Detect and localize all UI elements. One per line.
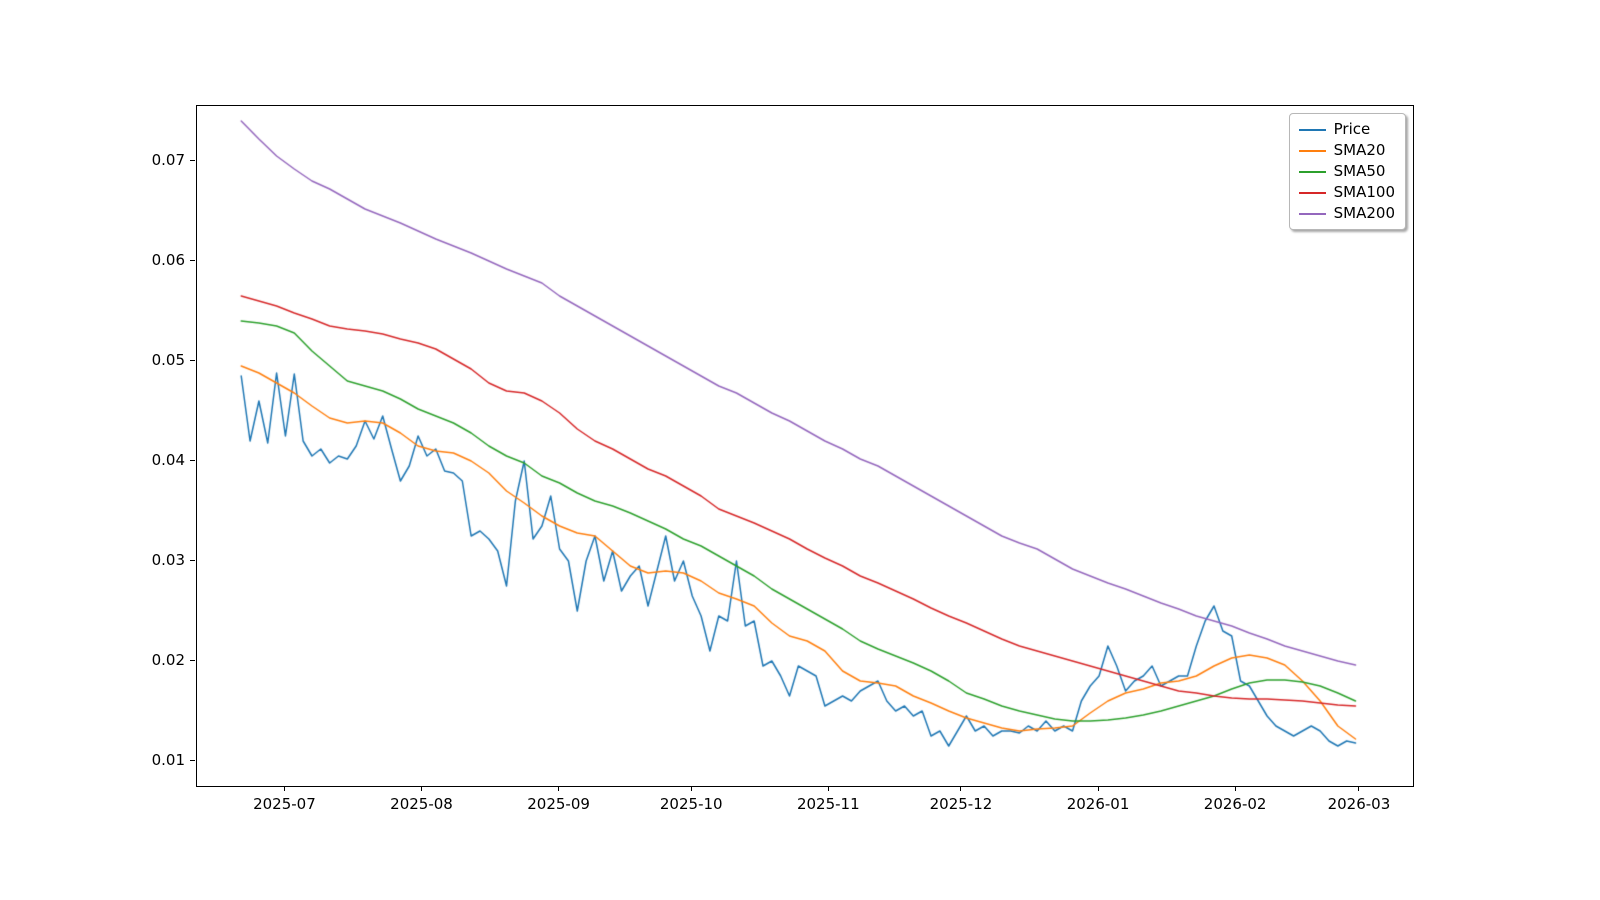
- legend-entry-price: Price: [1298, 119, 1395, 140]
- y-tick-mark: [190, 659, 195, 661]
- y-tick-label: 0.04: [151, 451, 185, 469]
- x-tick-mark: [283, 786, 285, 791]
- x-tick-label: 2025-08: [390, 795, 453, 813]
- x-tick-label: 2025-11: [796, 795, 860, 813]
- legend: Price SMA20 SMA50 SMA100 SMA200: [1288, 113, 1406, 230]
- legend-label: SMA20: [1333, 141, 1386, 159]
- legend-line-swatch: [1298, 149, 1326, 152]
- legend-line-swatch: [1298, 191, 1326, 194]
- x-tick-mark: [1097, 786, 1099, 791]
- x-tick-mark: [558, 786, 560, 791]
- y-tick-label: 0.03: [151, 551, 185, 569]
- x-tick-mark: [1234, 786, 1236, 791]
- plot-area: Price SMA20 SMA50 SMA100 SMA200: [196, 105, 1414, 787]
- legend-entry-sma20: SMA20: [1298, 140, 1395, 161]
- x-tick-label: 2025-07: [253, 795, 316, 813]
- x-tick-mark: [1358, 786, 1360, 791]
- y-tick-mark: [190, 359, 195, 361]
- y-tick-mark: [190, 559, 195, 561]
- y-tick-label: 0.01: [151, 751, 185, 769]
- y-tick-label: 0.05: [151, 351, 185, 369]
- legend-line-swatch: [1298, 170, 1326, 173]
- legend-label: SMA200: [1333, 204, 1395, 222]
- x-tick-label: 2025-09: [527, 795, 590, 813]
- y-tick-mark: [190, 259, 195, 261]
- legend-label: Price: [1333, 120, 1371, 138]
- x-tick-label: 2026-01: [1066, 795, 1130, 813]
- x-tick-mark: [960, 786, 962, 791]
- legend-label: SMA100: [1333, 183, 1395, 201]
- x-tick-label: 2026-03: [1327, 795, 1391, 813]
- x-tick-label: 2025-10: [659, 795, 723, 813]
- y-tick-mark: [190, 159, 195, 161]
- x-tick-label: 2025-12: [929, 795, 993, 813]
- y-tick-label: 0.07: [151, 151, 185, 169]
- legend-entry-sma200: SMA200: [1298, 203, 1395, 224]
- chart-canvas: [197, 106, 1413, 786]
- legend-line-swatch: [1298, 128, 1326, 131]
- x-tick-mark: [690, 786, 692, 791]
- x-tick-mark: [421, 786, 422, 791]
- legend-entry-sma100: SMA100: [1298, 182, 1395, 203]
- y-tick-mark: [190, 759, 195, 761]
- x-tick-label: 2026-02: [1203, 795, 1267, 813]
- y-tick-label: 0.06: [151, 251, 185, 269]
- legend-label: SMA50: [1333, 162, 1386, 180]
- y-tick-label: 0.02: [151, 651, 185, 669]
- legend-entry-sma50: SMA50: [1298, 161, 1395, 182]
- legend-line-swatch: [1298, 212, 1326, 215]
- x-tick-mark: [827, 786, 829, 791]
- y-tick-mark: [190, 459, 195, 461]
